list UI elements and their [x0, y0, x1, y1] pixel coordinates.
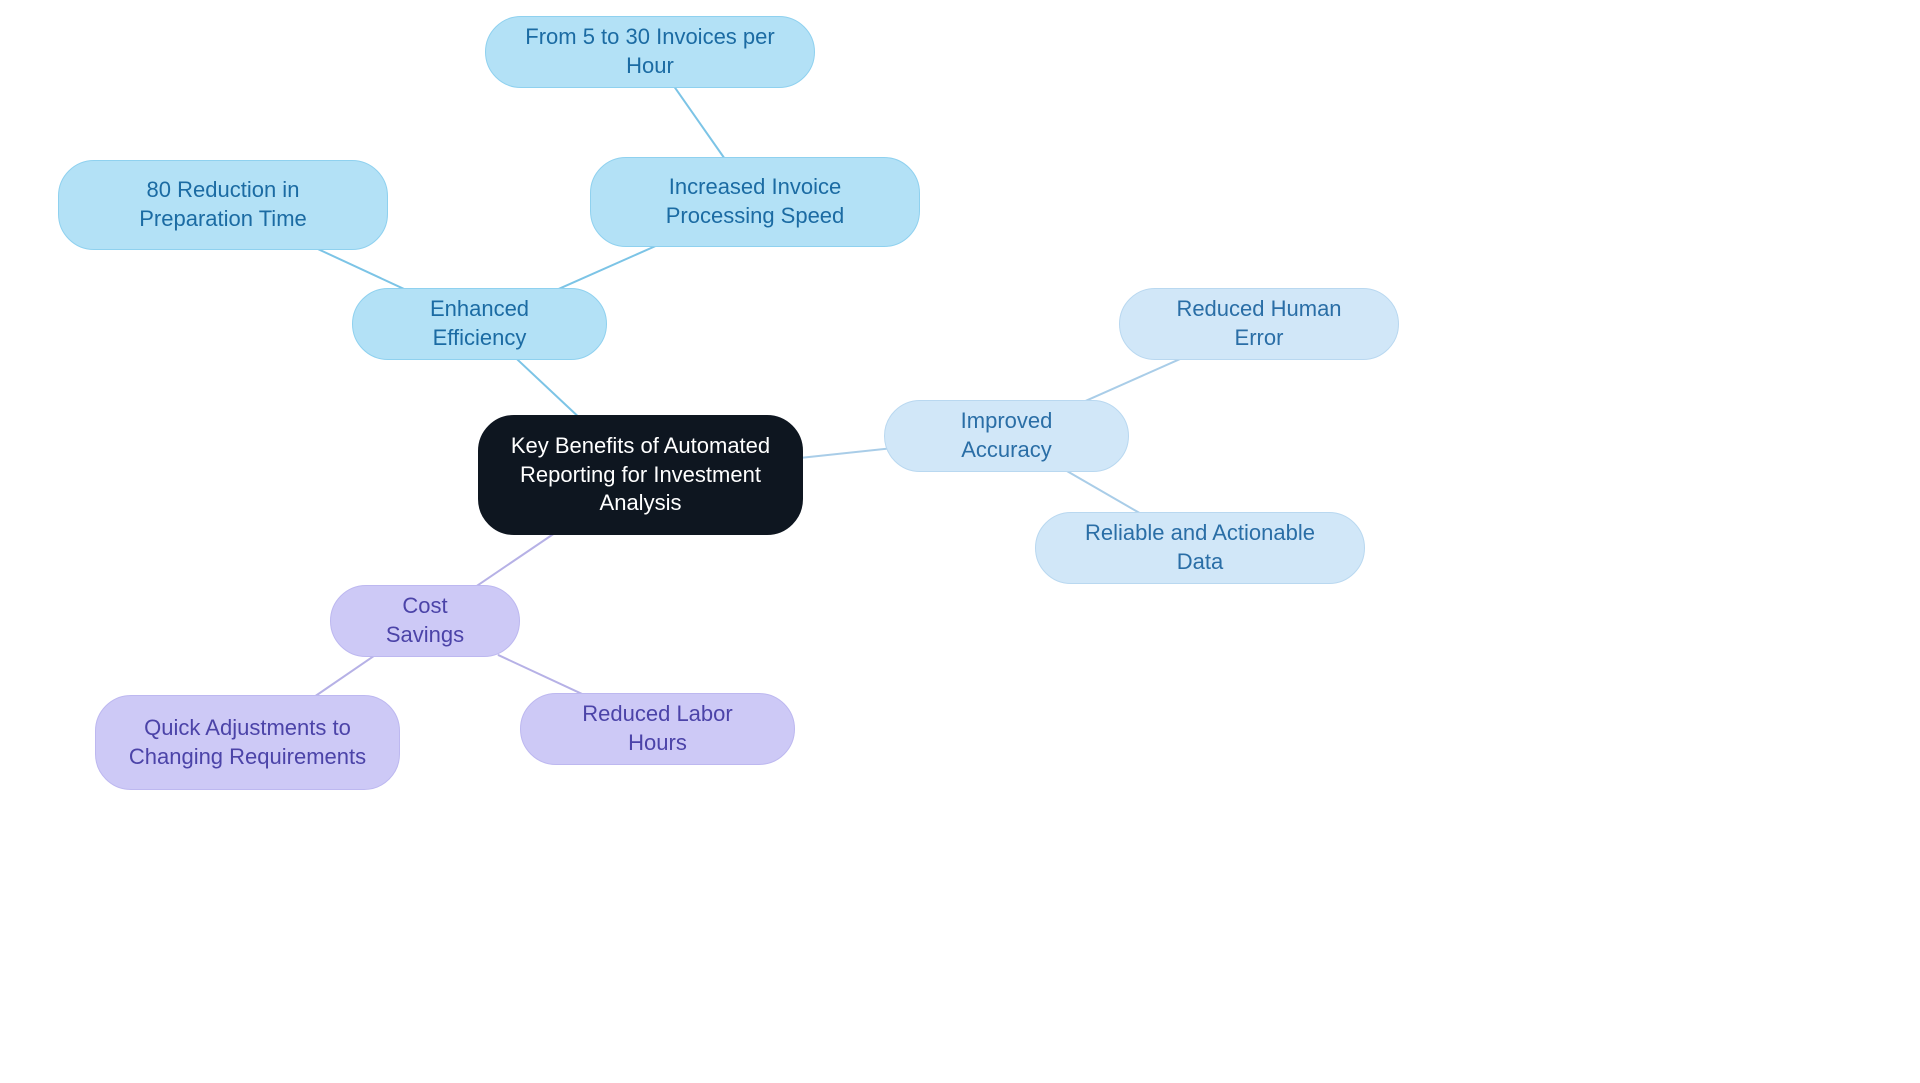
edge-eff-eff_speed: [557, 245, 659, 290]
node-eff_time: 80 Reduction in Preparation Time: [58, 160, 388, 250]
node-label: 80 Reduction in Preparation Time: [89, 176, 357, 233]
node-label: From 5 to 30 Invoices per Hour: [516, 23, 784, 80]
node-eff: Enhanced Efficiency: [352, 288, 607, 360]
node-acc: Improved Accuracy: [884, 400, 1129, 472]
node-eff_speed: Increased Invoice Processing Speed: [590, 157, 920, 247]
edge-root-eff: [516, 358, 580, 418]
node-acc_rel: Reliable and Actionable Data: [1035, 512, 1365, 584]
node-label: Reduced Labor Hours: [551, 700, 764, 757]
node-label: Key Benefits of Automated Reporting for …: [509, 432, 772, 518]
node-label: Quick Adjustments to Changing Requiremen…: [126, 714, 369, 771]
node-cost: Cost Savings: [330, 585, 520, 657]
edge-cost-cost_lab: [499, 655, 584, 695]
node-label: Increased Invoice Processing Speed: [621, 173, 889, 230]
edge-root-cost: [475, 532, 556, 587]
node-label: Reduced Human Error: [1150, 295, 1368, 352]
node-eff_5to30: From 5 to 30 Invoices per Hour: [485, 16, 815, 88]
node-label: Enhanced Efficiency: [383, 295, 576, 352]
node-label: Reliable and Actionable Data: [1066, 519, 1334, 576]
node-acc_err: Reduced Human Error: [1119, 288, 1399, 360]
edge-eff-eff_time: [315, 248, 406, 290]
node-label: Cost Savings: [361, 592, 489, 649]
edge-acc-acc_rel: [1066, 470, 1141, 514]
node-cost_lab: Reduced Labor Hours: [520, 693, 795, 765]
edge-acc-acc_err: [1084, 358, 1182, 402]
edge-cost-cost_adj: [313, 655, 375, 697]
node-root: Key Benefits of Automated Reporting for …: [478, 415, 803, 535]
node-cost_adj: Quick Adjustments to Changing Requiremen…: [95, 695, 400, 790]
edge-eff_speed-eff_5to30: [674, 86, 725, 159]
edge-root-acc: [795, 448, 890, 458]
node-label: Improved Accuracy: [915, 407, 1098, 464]
